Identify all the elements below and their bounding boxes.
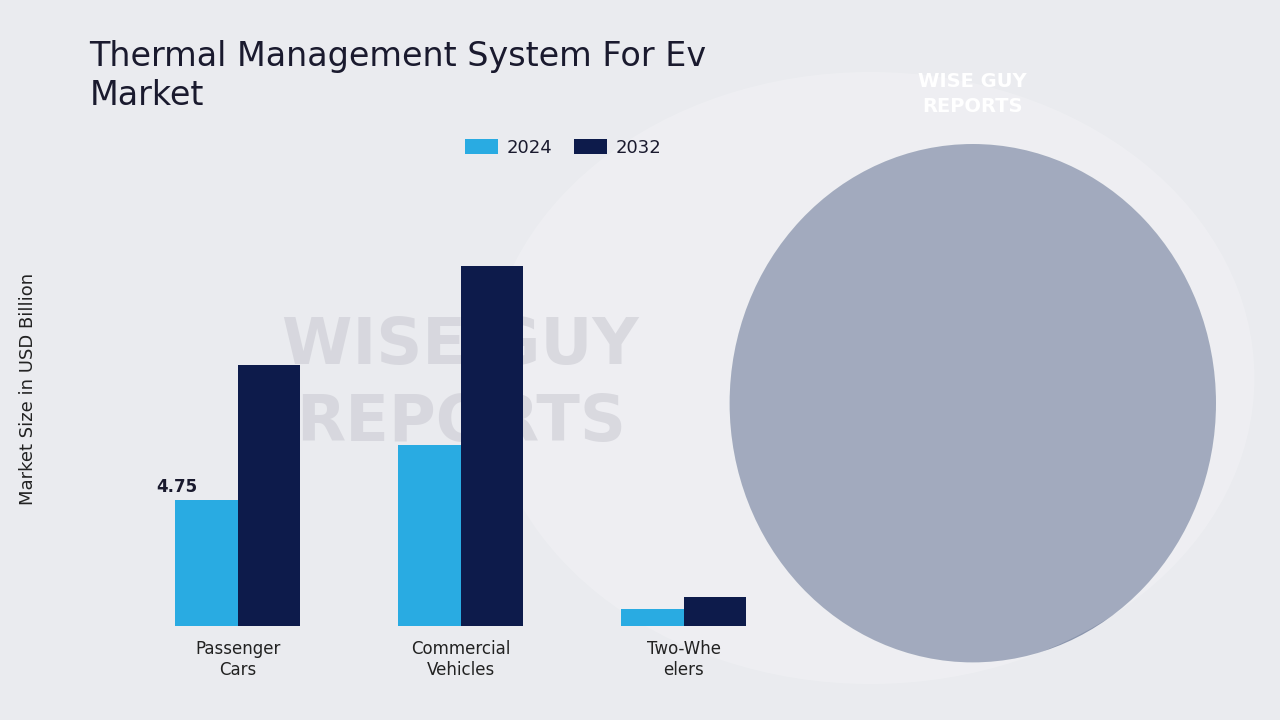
Bar xyxy=(684,597,746,626)
Text: 4.75: 4.75 xyxy=(156,477,197,495)
Text: WISE GUY
REPORTS: WISE GUY REPORTS xyxy=(919,72,1027,116)
Bar xyxy=(398,445,461,626)
Text: Thermal Management System For Ev
Market: Thermal Management System For Ev Market xyxy=(90,40,707,112)
Text: WISE GUY
REPORTS: WISE GUY REPORTS xyxy=(283,315,639,454)
Ellipse shape xyxy=(730,144,1216,662)
Bar xyxy=(175,500,238,626)
Legend: 2024, 2032: 2024, 2032 xyxy=(465,139,662,157)
Text: Market Size in USD Billion: Market Size in USD Billion xyxy=(19,273,37,505)
Ellipse shape xyxy=(486,72,1254,684)
Bar xyxy=(621,609,684,626)
Bar xyxy=(238,365,301,626)
Bar xyxy=(461,266,524,626)
